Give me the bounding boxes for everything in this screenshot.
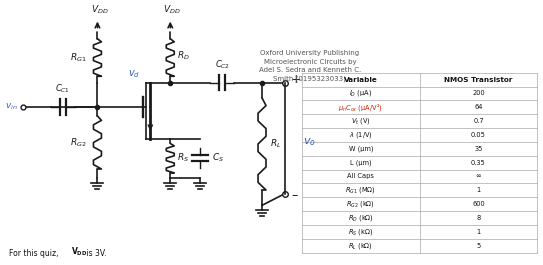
Text: W (μm): W (μm) [349, 145, 373, 152]
Text: $v_d$: $v_d$ [128, 68, 140, 80]
Text: +: + [291, 73, 301, 86]
Text: $V_{DD}$: $V_{DD}$ [163, 3, 181, 16]
Text: $R_S$: $R_S$ [177, 152, 190, 165]
Text: 0.7: 0.7 [473, 118, 484, 124]
Text: ∞: ∞ [476, 174, 481, 179]
Text: $v_o$: $v_o$ [303, 136, 316, 148]
Text: $C_S$: $C_S$ [212, 152, 224, 165]
Text: $I_D$ (μA): $I_D$ (μA) [349, 89, 372, 99]
Text: $R_{G1}$: $R_{G1}$ [70, 51, 86, 64]
Text: 600: 600 [472, 201, 485, 207]
Text: $R_L$: $R_L$ [270, 138, 281, 150]
Text: NMOS Transistor: NMOS Transistor [444, 77, 513, 83]
Text: Variable: Variable [344, 77, 377, 83]
Text: $\lambda$ (1/V): $\lambda$ (1/V) [349, 130, 372, 140]
Text: $R_L$ (kΩ): $R_L$ (kΩ) [348, 241, 373, 251]
Text: $\mu_n C_{ox}$ (μA/V²): $\mu_n C_{ox}$ (μA/V²) [338, 102, 383, 113]
Text: Oxford University Publishing
Microelectronic Circuits by
Adel S. Sedra and Kenne: Oxford University Publishing Microelectr… [259, 50, 361, 82]
Text: 1: 1 [476, 229, 481, 235]
Text: $V_{DD}$: $V_{DD}$ [91, 3, 108, 16]
Text: $R_D$ (kΩ): $R_D$ (kΩ) [348, 213, 374, 223]
Text: $R_D$: $R_D$ [177, 49, 190, 62]
Text: 0.35: 0.35 [471, 160, 486, 166]
Text: $\mathbf{V_{DD}}$: $\mathbf{V_{DD}}$ [71, 246, 87, 258]
Text: $C_{C1}$: $C_{C1}$ [55, 83, 70, 95]
Text: L (μm): L (μm) [350, 159, 371, 166]
Text: $V_t$ (V): $V_t$ (V) [351, 116, 371, 126]
Text: For this quiz,: For this quiz, [9, 249, 61, 258]
Text: All Caps: All Caps [348, 174, 374, 179]
Text: $v_{in}$: $v_{in}$ [5, 102, 18, 112]
Text: 64: 64 [474, 104, 483, 110]
Text: 8: 8 [476, 215, 481, 221]
Text: $R_{G1}$ (MΩ): $R_{G1}$ (MΩ) [345, 185, 376, 195]
Text: $R_{G2}$ (kΩ): $R_{G2}$ (kΩ) [346, 199, 375, 209]
Text: 0.05: 0.05 [471, 132, 486, 138]
Text: $R_S$ (kΩ): $R_S$ (kΩ) [348, 227, 374, 237]
Text: 35: 35 [474, 146, 483, 152]
Text: –: – [291, 189, 297, 202]
Text: is 3V.: is 3V. [85, 249, 107, 258]
Text: 200: 200 [472, 90, 485, 96]
Text: $C_{C2}$: $C_{C2}$ [214, 58, 230, 71]
Text: $R_{G2}$: $R_{G2}$ [70, 136, 86, 149]
Text: 1: 1 [476, 187, 481, 193]
Text: 5: 5 [476, 242, 481, 249]
